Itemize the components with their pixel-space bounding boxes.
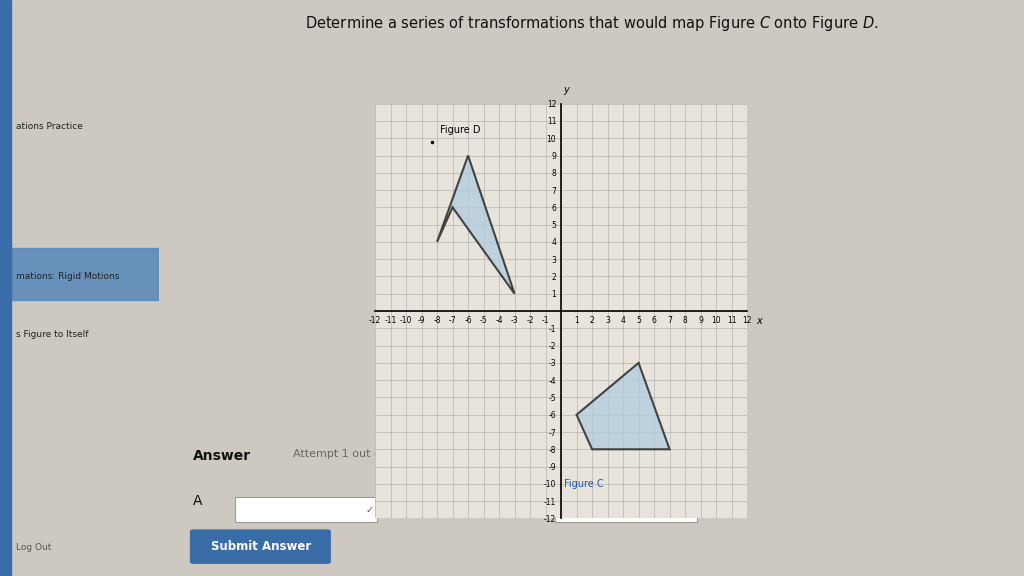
Text: x: x xyxy=(757,316,763,327)
FancyBboxPatch shape xyxy=(234,497,377,522)
Text: ✓: ✓ xyxy=(366,505,374,515)
Text: Figure C: Figure C xyxy=(564,479,604,488)
Text: Determine a series of transformations that would map Figure $C$ onto Figure $D$.: Determine a series of transformations th… xyxy=(304,14,879,33)
Text: s Figure to Itself: s Figure to Itself xyxy=(16,329,88,339)
Text: Submit Answer: Submit Answer xyxy=(211,540,311,553)
Text: y: y xyxy=(563,85,569,95)
Polygon shape xyxy=(577,363,670,449)
Text: Attempt 1 out of 2: Attempt 1 out of 2 xyxy=(293,449,395,459)
Text: mations: Rigid Motions: mations: Rigid Motions xyxy=(16,272,119,281)
Text: Log Out: Log Out xyxy=(16,543,51,552)
Bar xyxy=(0,0,11,576)
Text: Answer: Answer xyxy=(194,449,252,463)
Text: ations Practice: ations Practice xyxy=(16,122,83,131)
Bar xyxy=(0,248,159,300)
FancyBboxPatch shape xyxy=(555,497,697,522)
Text: followed by a: followed by a xyxy=(392,503,485,517)
Text: Figure D: Figure D xyxy=(440,125,480,135)
Text: .: . xyxy=(713,503,717,517)
Polygon shape xyxy=(437,156,515,294)
FancyBboxPatch shape xyxy=(189,529,331,564)
Text: A: A xyxy=(194,494,203,508)
Text: ✓: ✓ xyxy=(686,505,694,515)
